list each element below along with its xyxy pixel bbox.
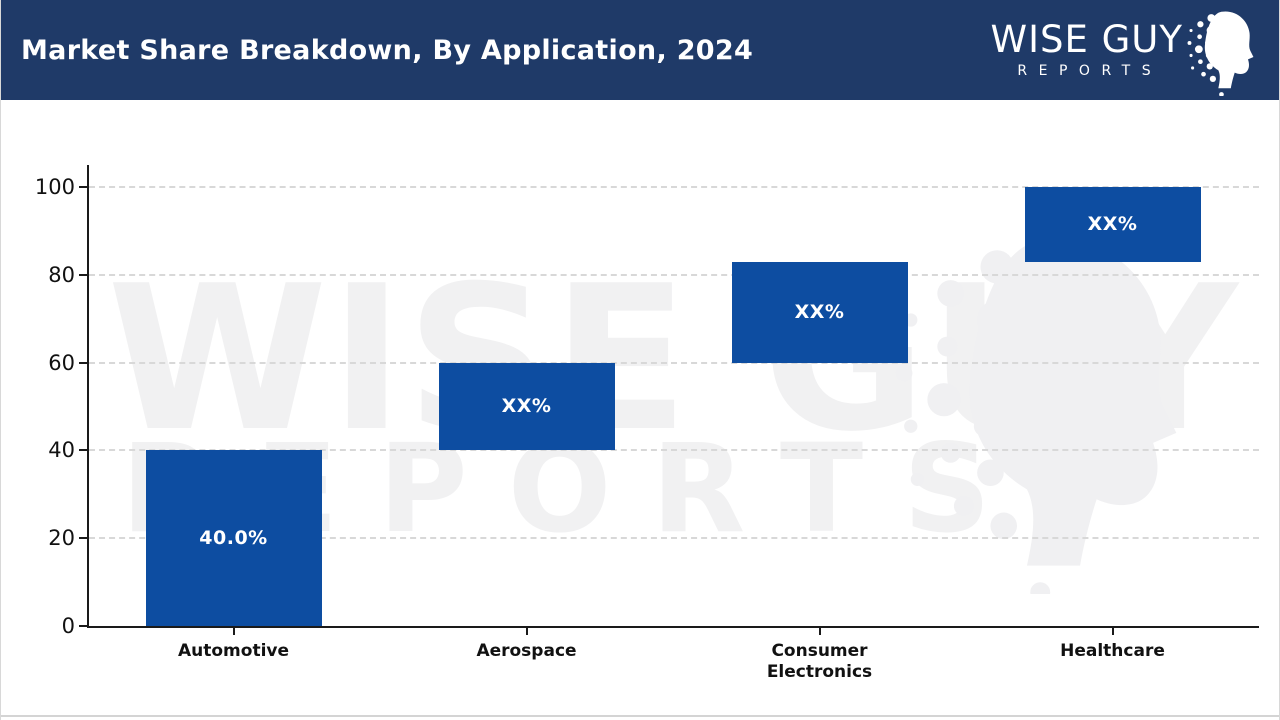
x-axis-label: Automotive bbox=[177, 641, 290, 661]
y-tick-label: 20 bbox=[48, 526, 75, 551]
y-tick-label: 0 bbox=[61, 614, 75, 638]
wiseguy-logo-text: WISE GUY REPORTS bbox=[991, 21, 1183, 79]
gridline-60 bbox=[89, 361, 1259, 364]
bar-value-label: XX% bbox=[1087, 213, 1138, 236]
y-tick-mark bbox=[79, 625, 87, 627]
x-axis-label: Healthcare bbox=[1060, 641, 1165, 661]
y-tick-mark bbox=[79, 186, 87, 188]
gridline-40 bbox=[89, 449, 1259, 452]
wiseguy-logo: WISE GUY REPORTS bbox=[991, 4, 1255, 96]
y-tick-mark bbox=[79, 449, 87, 452]
x-axis-label: Consumer Electronics bbox=[766, 641, 873, 682]
bar-value-label: XX% bbox=[794, 301, 845, 324]
bar-automotive: 40.0% bbox=[145, 450, 322, 626]
gridline-100 bbox=[89, 186, 1259, 188]
header: Market Share Breakdown, By Application, … bbox=[1, 0, 1279, 100]
gridline-20 bbox=[89, 537, 1259, 540]
x-tick-mark bbox=[1111, 628, 1114, 635]
logo-subtext: REPORTS bbox=[1017, 63, 1163, 79]
bar-healthcare: XX% bbox=[1024, 187, 1201, 262]
y-tick-mark bbox=[79, 273, 87, 276]
y-tick-mark bbox=[79, 361, 87, 364]
y-tick-label: 60 bbox=[48, 350, 75, 375]
x-axis-label: Aerospace bbox=[476, 641, 577, 661]
logo-wordmark: WISE GUY bbox=[990, 18, 1183, 61]
plot: 0 20 40 60 80 100 40.0% Automotive XX% Aerospace X… bbox=[1, 100, 1279, 720]
page-title: Market Share Breakdown, By Application, … bbox=[21, 34, 754, 66]
page-bottom-border bbox=[1, 715, 1279, 717]
x-tick-mark bbox=[232, 628, 235, 635]
bar-consumer-electronics: XX% bbox=[731, 261, 908, 363]
x-tick-mark bbox=[818, 628, 821, 635]
bar-aerospace: XX% bbox=[438, 362, 615, 451]
gridline-80 bbox=[89, 273, 1259, 276]
bar-value-label: 40.0% bbox=[199, 527, 268, 550]
y-axis-spine bbox=[87, 165, 89, 628]
x-axis-spine bbox=[87, 626, 1259, 628]
y-tick-label: 40 bbox=[48, 438, 75, 463]
bar-value-label: XX% bbox=[501, 395, 552, 418]
x-tick-mark bbox=[525, 628, 528, 635]
chart-area: WISE GUY REPORTS 0 20 40 60 80 100 40.0% Automo… bbox=[1, 100, 1279, 720]
y-tick-label: 80 bbox=[48, 262, 75, 287]
y-tick-label: 100 bbox=[34, 175, 75, 199]
y-tick-mark bbox=[79, 537, 87, 540]
wiseguy-face-icon bbox=[1187, 11, 1254, 96]
